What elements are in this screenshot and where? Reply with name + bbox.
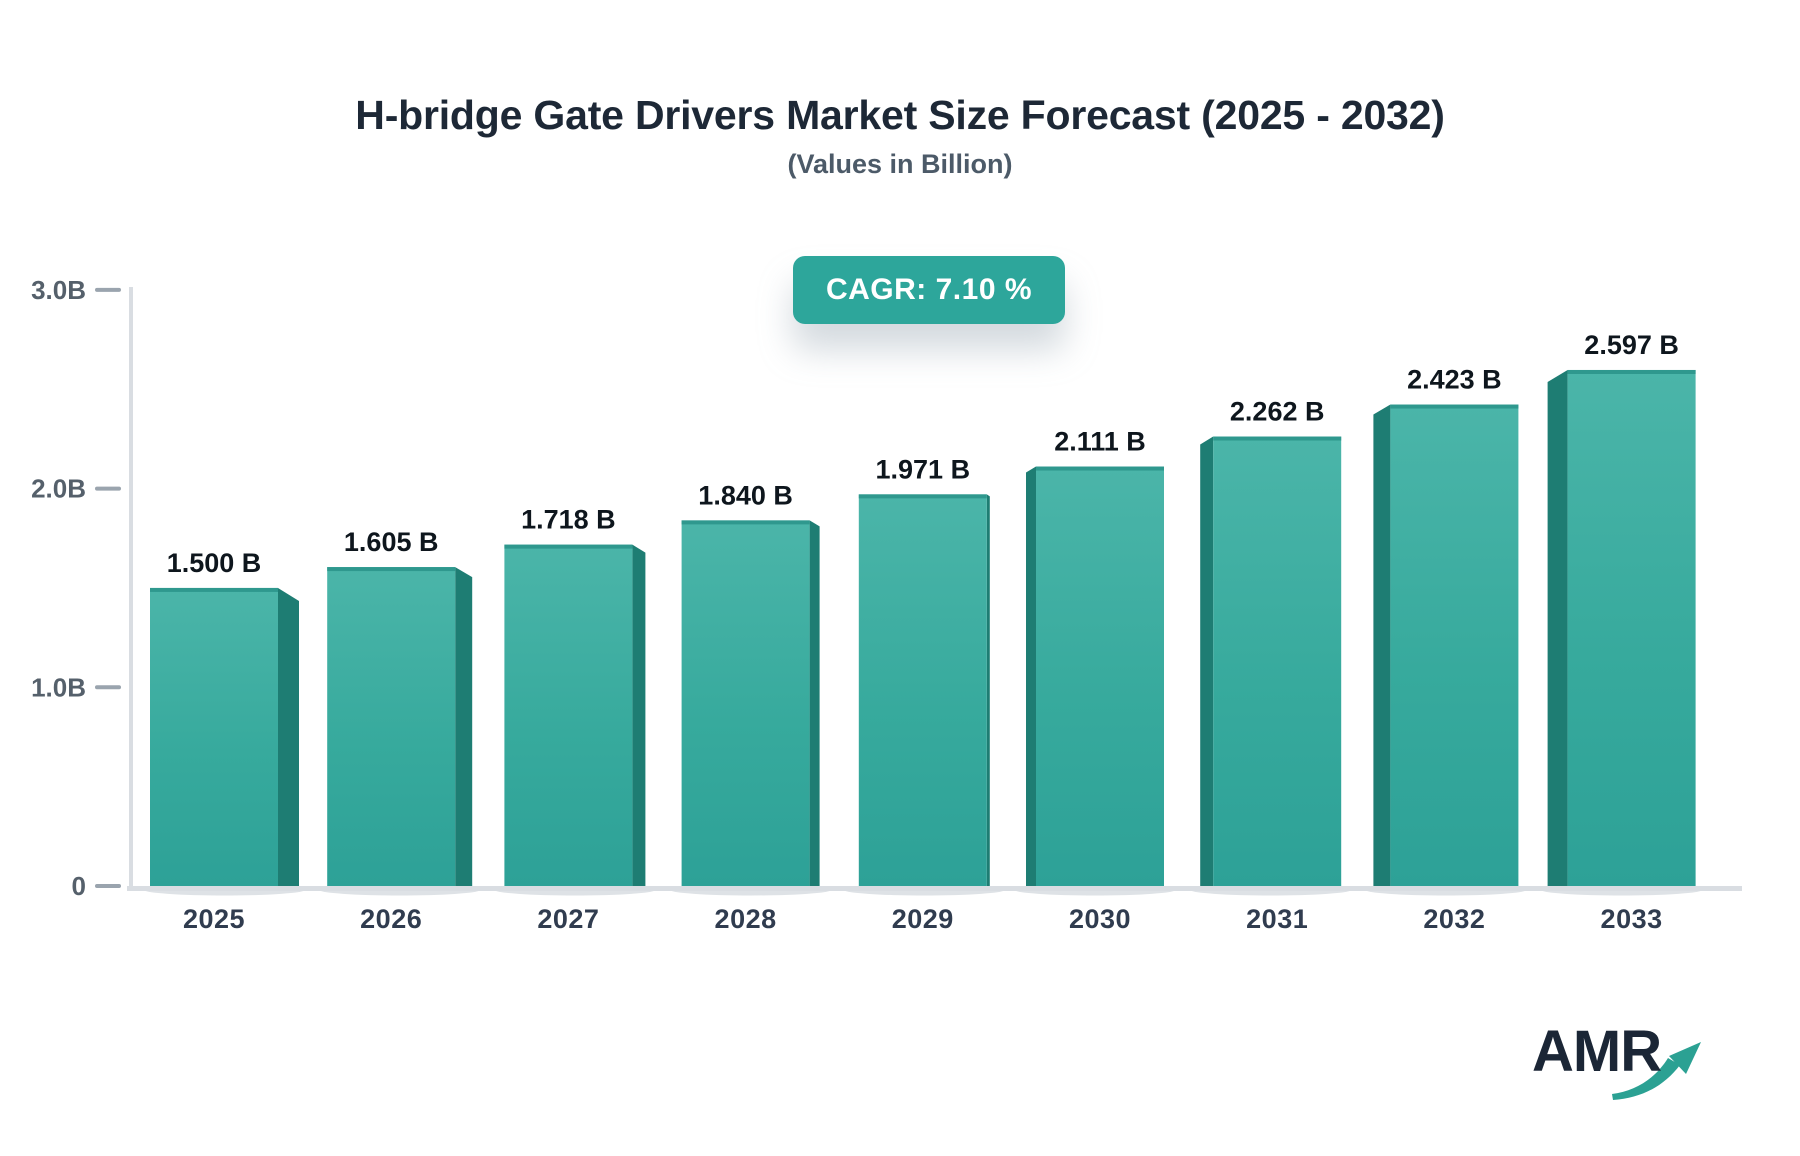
bar-top-edge	[681, 520, 810, 525]
chart-subtitle: (Values in Billion)	[787, 149, 1013, 179]
cagr-badge: CAGR: 7.10 %	[793, 256, 1065, 324]
amr-logo-text: AMR	[1532, 1019, 1662, 1084]
x-tick-label: 2030	[1069, 904, 1131, 934]
logo-growth-arrow-icon	[1612, 1042, 1701, 1100]
bar-side-face	[1200, 436, 1214, 886]
x-tick-label: 2032	[1423, 904, 1485, 934]
bar	[150, 587, 278, 886]
bar-side-face	[1547, 369, 1568, 887]
x-tick-label: 2026	[360, 904, 422, 934]
bar	[1567, 369, 1696, 887]
y-tick-label: 3.0B	[31, 275, 86, 305]
bar-top-edge	[858, 494, 987, 499]
bar	[858, 494, 987, 886]
x-tick-label: 2031	[1246, 904, 1308, 934]
bar-top-edge	[150, 587, 278, 592]
bar-value-label: 2.597 B	[1584, 330, 1679, 360]
bar-side-face	[455, 567, 473, 886]
x-tick-label: 2027	[537, 904, 599, 934]
x-tick-label: 2033	[1601, 904, 1663, 934]
x-tick-label: 2025	[183, 904, 245, 934]
y-tick-label: 1.0B	[31, 672, 86, 702]
bar-value-label: 1.605 B	[344, 527, 439, 557]
bar-top-edge	[1390, 404, 1519, 409]
bar-value-label: 1.971 B	[876, 454, 971, 484]
bar-side-face	[809, 520, 820, 886]
bar-side-face	[1373, 404, 1391, 886]
bar-value-label: 2.111 B	[1054, 427, 1146, 457]
bar-value-label: 1.718 B	[521, 505, 616, 535]
y-tick-label: 2.0B	[31, 474, 86, 504]
bar-top-edge	[1036, 466, 1164, 471]
bar-value-label: 2.423 B	[1407, 365, 1502, 395]
bar-top-edge	[1213, 436, 1342, 441]
bar-value-label: 1.840 B	[698, 480, 793, 510]
bar	[1390, 404, 1519, 886]
bar-side-face	[278, 587, 299, 886]
bar-side-face	[986, 494, 990, 886]
bar-top-edge	[327, 567, 456, 572]
y-tick-label: 0	[72, 871, 86, 901]
bar-top-edge	[504, 544, 633, 549]
bar-top-edge	[1567, 369, 1696, 374]
bar	[1036, 466, 1164, 886]
x-tick-label: 2028	[715, 904, 777, 934]
bar	[1213, 436, 1342, 886]
cagr-badge-label: CAGR: 7.10 %	[825, 273, 1033, 306]
bar	[681, 520, 810, 886]
bar-value-label: 2.262 B	[1230, 397, 1325, 427]
chart-title: H-bridge Gate Drivers Market Size Foreca…	[355, 92, 1445, 138]
bar-side-face	[632, 544, 646, 886]
bar-value-label: 1.500 B	[167, 548, 262, 578]
bar-side-face	[1026, 466, 1036, 886]
x-tick-label: 2029	[892, 904, 954, 934]
bar	[504, 544, 633, 886]
bar	[327, 567, 456, 886]
